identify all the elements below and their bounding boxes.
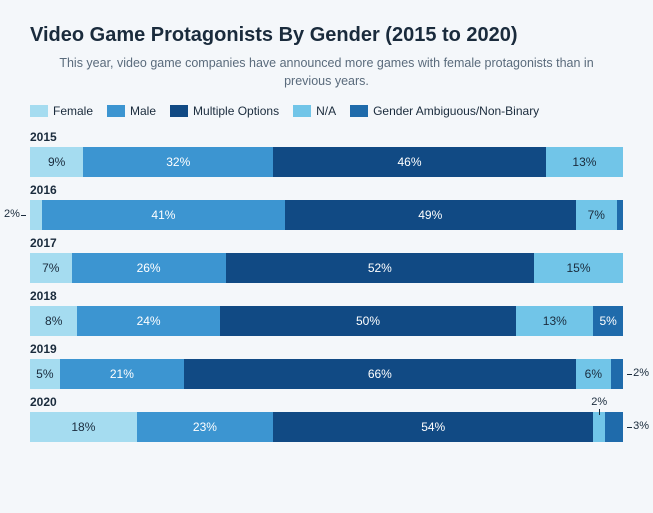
stacked-bar: 5%21%66%6% bbox=[30, 359, 623, 389]
year-block-2017: 2017 7%26%52%15% bbox=[30, 236, 623, 283]
year-label: 2016 bbox=[30, 183, 623, 197]
segment-male: 21% bbox=[60, 359, 185, 389]
segment-male: 26% bbox=[72, 253, 226, 283]
segment-multiple: 49% bbox=[285, 200, 576, 230]
year-label: 2015 bbox=[30, 130, 623, 144]
year-label: 2017 bbox=[30, 236, 623, 250]
legend-label: Male bbox=[130, 104, 156, 118]
stacked-bar: 41%49%7% bbox=[30, 200, 623, 230]
year-label: 2018 bbox=[30, 289, 623, 303]
segment-multiple: 46% bbox=[273, 147, 546, 177]
segment-nb: 5% bbox=[593, 306, 623, 336]
segment-multiple: 54% bbox=[273, 412, 593, 442]
legend-item-na: N/A bbox=[293, 104, 336, 118]
segment-na: 13% bbox=[546, 147, 623, 177]
segment-na: 13% bbox=[516, 306, 593, 336]
legend-swatch bbox=[107, 105, 125, 117]
year-block-2020: 202018%23%54%2%3% bbox=[30, 395, 623, 442]
legend-item-nb: Gender Ambiguous/Non-Binary bbox=[350, 104, 539, 118]
segment-male: 23% bbox=[137, 412, 273, 442]
segment-multiple: 50% bbox=[220, 306, 517, 336]
legend-swatch bbox=[170, 105, 188, 117]
callout-nb: 3% bbox=[633, 420, 649, 432]
segment-female: 18% bbox=[30, 412, 137, 442]
callout-nb: 2% bbox=[633, 367, 649, 379]
segment-na: 15% bbox=[534, 253, 623, 283]
segment-male: 32% bbox=[83, 147, 273, 177]
legend: Female Male Multiple Options N/A Gender Ambi… bbox=[30, 104, 623, 118]
legend-label: Female bbox=[53, 104, 93, 118]
stacked-bar: 8%24%50%13%5% bbox=[30, 306, 623, 336]
legend-swatch bbox=[350, 105, 368, 117]
stacked-bar: 9%32%46%13% bbox=[30, 147, 623, 177]
year-block-2016: 201641%49%7%2% bbox=[30, 183, 623, 230]
segment-na: 6% bbox=[576, 359, 612, 389]
legend-label: Gender Ambiguous/Non-Binary bbox=[373, 104, 539, 118]
legend-item-male: Male bbox=[107, 104, 156, 118]
legend-item-female: Female bbox=[30, 104, 93, 118]
segment-nb bbox=[617, 200, 623, 230]
segment-nb bbox=[611, 359, 623, 389]
segment-female: 8% bbox=[30, 306, 77, 336]
segment-female: 7% bbox=[30, 253, 72, 283]
legend-swatch bbox=[30, 105, 48, 117]
chart-title: Video Game Protagonists By Gender (2015 … bbox=[30, 24, 623, 47]
chart-subtitle: This year, video game companies have ann… bbox=[57, 55, 597, 90]
chart-rows: 20159%32%46%13%201641%49%7%2%20177%26%52… bbox=[30, 130, 623, 444]
segment-multiple: 52% bbox=[226, 253, 534, 283]
legend-label: Multiple Options bbox=[193, 104, 279, 118]
segment-male: 24% bbox=[77, 306, 219, 336]
segment-na: 7% bbox=[576, 200, 618, 230]
segment-nb bbox=[605, 412, 623, 442]
legend-item-multiple: Multiple Options bbox=[170, 104, 279, 118]
segment-female: 9% bbox=[30, 147, 83, 177]
year-block-2018: 2018 8%24%50%13%5% bbox=[30, 289, 623, 336]
year-label: 2020 bbox=[30, 395, 623, 409]
segment-female bbox=[30, 200, 42, 230]
year-block-2019: 20195%21%66%6%2% bbox=[30, 342, 623, 389]
legend-label: N/A bbox=[316, 104, 336, 118]
callout-na: 2% bbox=[591, 396, 607, 408]
stacked-bar: 18%23%54% bbox=[30, 412, 623, 442]
legend-swatch bbox=[293, 105, 311, 117]
segment-multiple: 66% bbox=[184, 359, 575, 389]
segment-na bbox=[593, 412, 605, 442]
segment-male: 41% bbox=[42, 200, 285, 230]
stacked-bar: 7%26%52%15% bbox=[30, 253, 623, 283]
year-block-2015: 2015 9%32%46%13% bbox=[30, 130, 623, 177]
year-label: 2019 bbox=[30, 342, 623, 356]
callout-female: 2% bbox=[4, 208, 20, 220]
segment-female: 5% bbox=[30, 359, 60, 389]
